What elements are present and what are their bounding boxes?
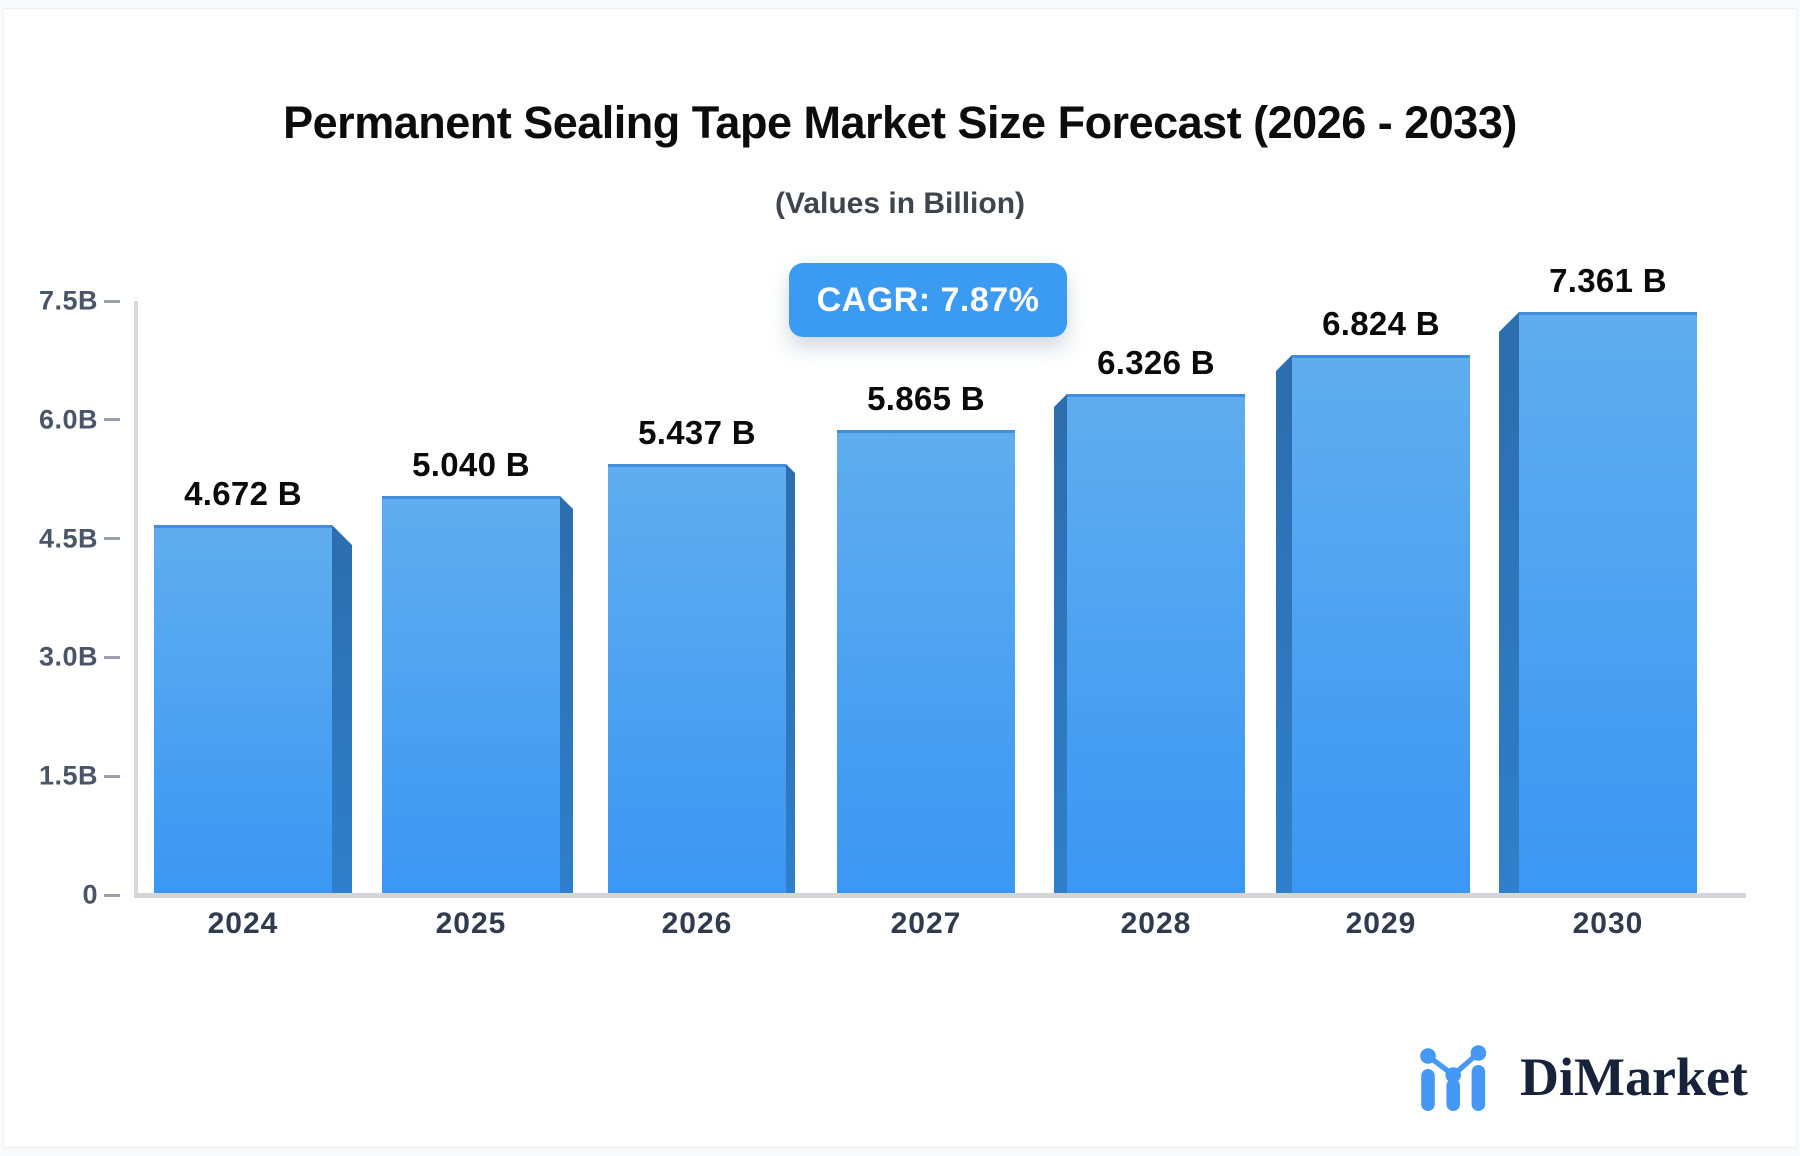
x-tick-label: 2029	[1345, 907, 1417, 940]
bar-side-face	[332, 525, 352, 895]
bar-face	[382, 496, 560, 895]
plot-area: 4.672 B 5.040 B 5.437 B 5.865 B 6.326 B 6.824…	[134, 262, 1746, 898]
bar	[1276, 355, 1470, 895]
bar-face	[1519, 312, 1697, 895]
bar-face	[154, 525, 332, 895]
chart-title: Permanent Sealing Tape Market Size Forec…	[283, 97, 1517, 148]
bar	[837, 430, 1015, 895]
chart-card: Permanent Sealing Tape Market Size Forec…	[3, 8, 1797, 1148]
bar-face	[1292, 355, 1470, 895]
cagr-badge-label: CAGR: 7.87%	[816, 280, 1040, 319]
bar-face	[608, 464, 786, 895]
bar	[1499, 312, 1697, 895]
y-tick-label: 1.5B	[38, 760, 98, 791]
y-tick-mark	[104, 893, 120, 897]
bar-side-face	[786, 464, 795, 895]
bar	[154, 525, 352, 895]
x-tick-label: 2025	[435, 907, 507, 940]
y-tick-label: 6.0B	[38, 404, 98, 435]
cagr-badge: CAGR: 7.87%	[789, 263, 1067, 337]
y-tick-mark	[104, 774, 120, 778]
bar-side-face	[1499, 312, 1519, 895]
bar	[608, 464, 795, 895]
x-axis-line	[134, 893, 1746, 898]
y-tick-label: 4.5B	[38, 523, 98, 554]
y-tick-mark	[104, 537, 120, 541]
y-axis-line	[134, 301, 138, 898]
bar-value-label: 6.824 B	[1322, 305, 1440, 342]
bar	[382, 496, 573, 895]
x-tick-label: 2024	[207, 907, 279, 940]
brand-logo-icon	[1420, 1045, 1487, 1111]
y-tick-mark	[104, 299, 120, 303]
bar-value-label: 5.437 B	[638, 414, 756, 451]
y-tick-mark	[104, 655, 120, 659]
bar-value-label: 7.361 B	[1549, 262, 1667, 299]
bar	[1054, 394, 1245, 895]
bar-side-face	[1054, 394, 1067, 895]
x-tick-label: 2027	[890, 907, 962, 940]
y-tick-label: 3.0B	[38, 641, 98, 672]
y-tick-label: 7.5B	[38, 285, 98, 316]
bar-value-label: 6.326 B	[1097, 344, 1215, 381]
x-tick-label: 2030	[1572, 907, 1644, 940]
x-tick-label: 2028	[1120, 907, 1192, 940]
brand-logo-text: DiMarket	[1520, 1047, 1748, 1107]
bar-value-label: 5.040 B	[412, 446, 530, 483]
bar-value-label: 5.865 B	[867, 380, 985, 417]
y-tick-label: 0	[82, 879, 98, 910]
bar-face	[1067, 394, 1245, 895]
brand-logo: DiMarket	[1420, 1043, 1748, 1111]
chart-subtitle: (Values in Billion)	[774, 187, 1026, 220]
bar-side-face	[1276, 355, 1292, 895]
bar-face	[837, 430, 1015, 895]
y-tick-mark	[104, 418, 120, 422]
x-tick-label: 2026	[661, 907, 733, 940]
bar-value-label: 4.672 B	[184, 475, 302, 512]
bar-side-face	[560, 496, 573, 895]
